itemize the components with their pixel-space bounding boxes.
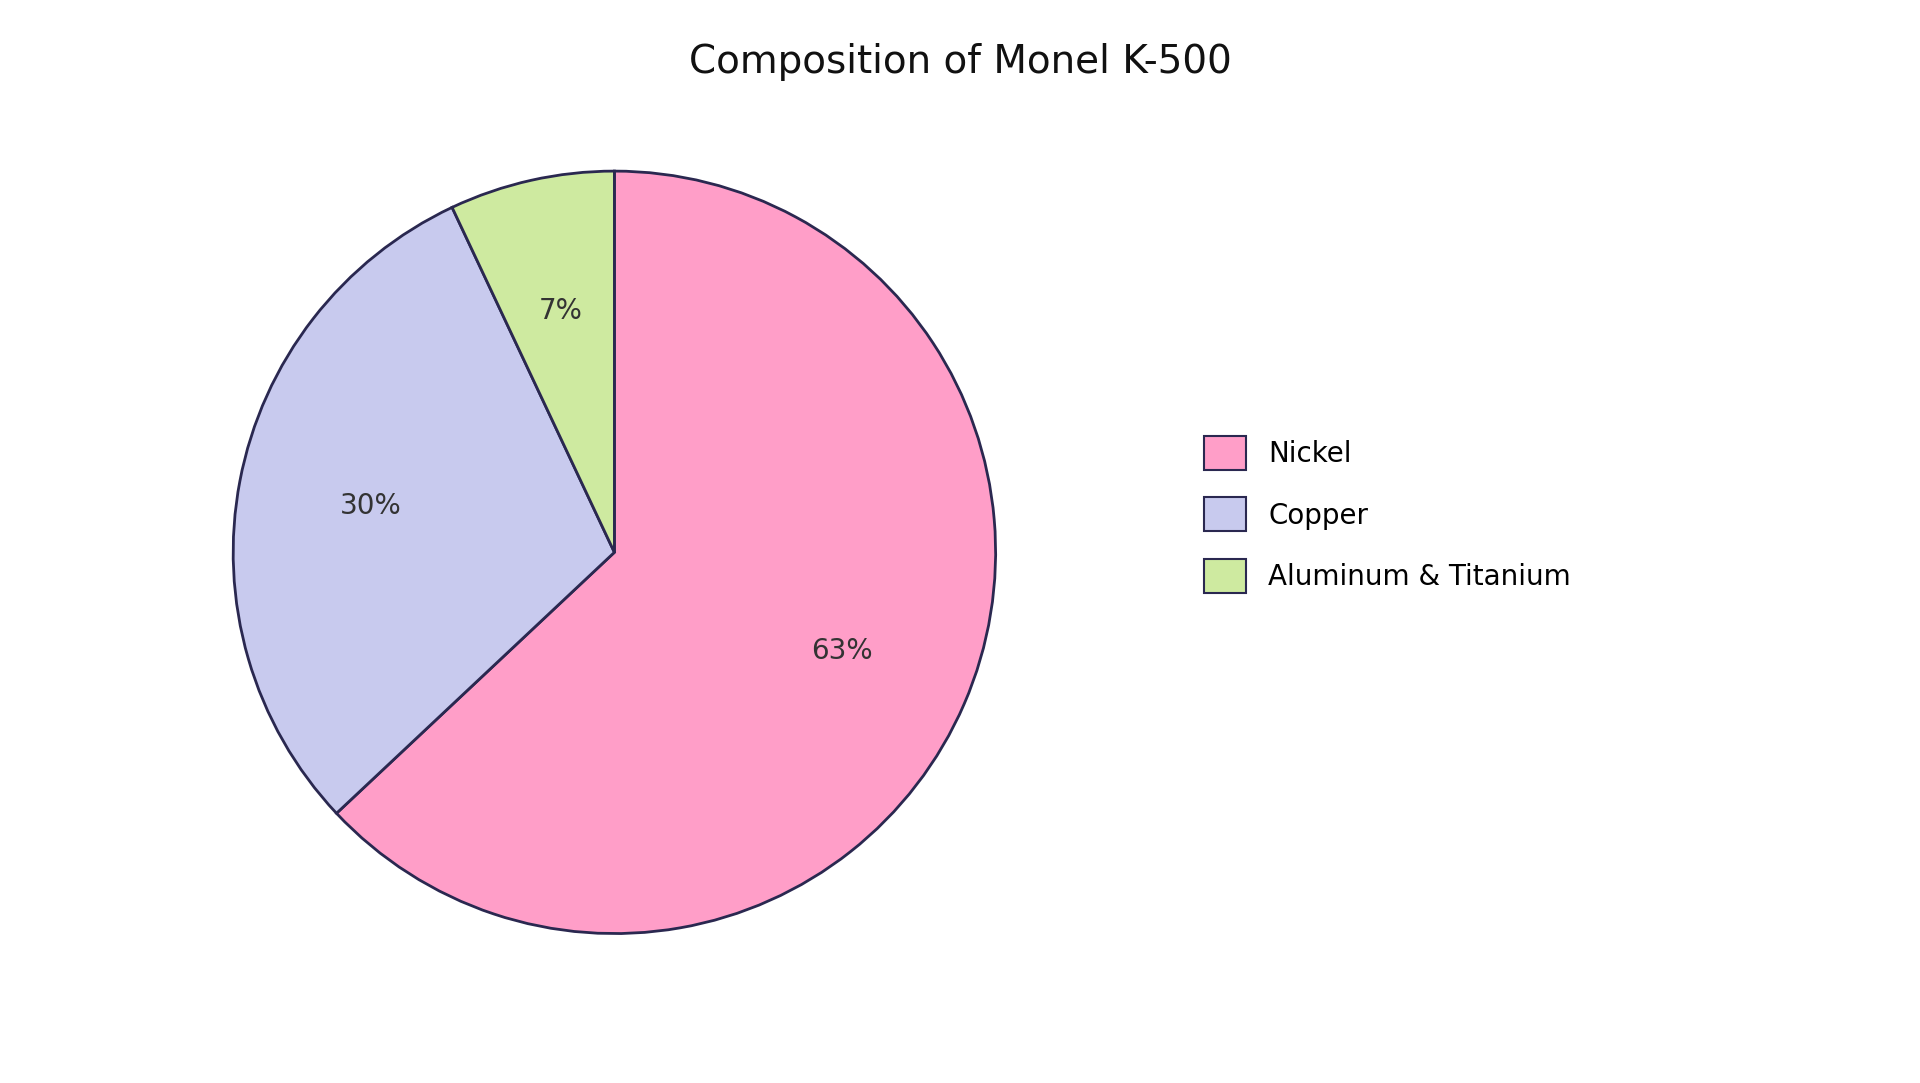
Text: 7%: 7% xyxy=(538,297,582,325)
Text: 63%: 63% xyxy=(810,637,872,665)
Legend: Nickel, Copper, Aluminum & Titanium: Nickel, Copper, Aluminum & Titanium xyxy=(1204,435,1571,593)
Wedge shape xyxy=(451,171,614,552)
Text: 30%: 30% xyxy=(340,492,401,520)
Wedge shape xyxy=(336,171,996,934)
Wedge shape xyxy=(232,208,614,813)
Text: Composition of Monel K-500: Composition of Monel K-500 xyxy=(689,43,1231,81)
